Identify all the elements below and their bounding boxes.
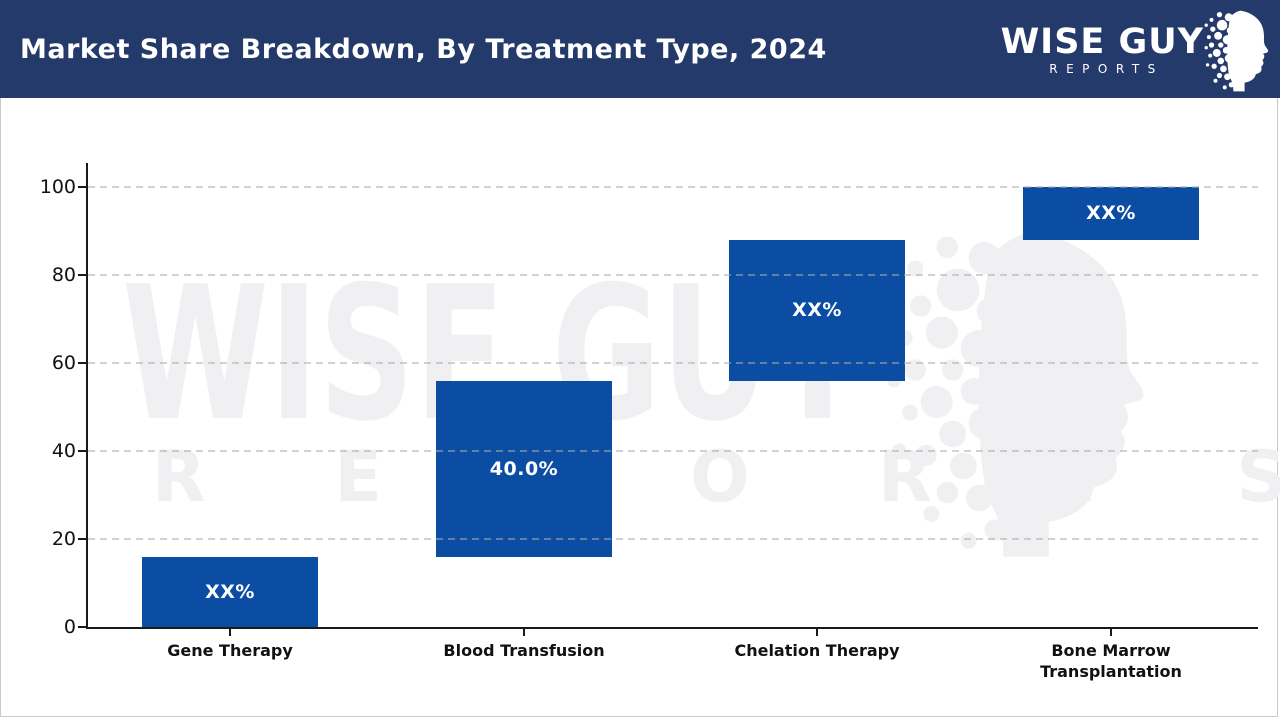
- x-tick-mark: [523, 629, 525, 636]
- bar-value-label: 40.0%: [489, 457, 559, 480]
- gridline-20: [88, 538, 1258, 540]
- logo-wordmark: WISE GUY: [1000, 22, 1204, 62]
- y-tick-label: 80: [51, 264, 76, 286]
- y-tick-label: 20: [51, 528, 76, 550]
- bar-value-label: XX%: [205, 580, 255, 603]
- bar-gene-therapy: XX%: [142, 556, 318, 627]
- gridline-100: [88, 186, 1258, 188]
- y-tick-mark: [78, 450, 86, 452]
- page-title: Market Share Breakdown, By Treatment Typ…: [20, 33, 827, 65]
- bar-chelation-therapy: XX%: [729, 239, 905, 381]
- gridline-80: [88, 274, 1258, 276]
- y-tick-label: 100: [39, 176, 76, 198]
- bar-blood-transfusion: 40.0%: [436, 380, 612, 557]
- logo-subtitle: REPORTS: [1049, 62, 1164, 76]
- header-bar: Market Share Breakdown, By Treatment Typ…: [0, 0, 1280, 98]
- gridline-60: [88, 362, 1258, 364]
- category-label-chelation-therapy: Chelation Therapy: [734, 641, 900, 660]
- category-label-bone-marrow-transplantation: Bone Marrow Transplantation: [1040, 641, 1182, 681]
- y-axis-line: [86, 163, 88, 629]
- y-tick-mark: [78, 186, 86, 188]
- y-tick-label: 60: [51, 352, 76, 374]
- logo-text: WISE GUY REPORTS: [1001, 24, 1204, 76]
- category-label-gene-therapy: Gene Therapy: [167, 641, 293, 660]
- wise-guy-reports-logo: WISE GUY REPORTS: [1001, 6, 1270, 94]
- x-tick-mark: [229, 629, 231, 636]
- y-tick-mark: [78, 538, 86, 540]
- y-tick-mark: [78, 274, 86, 276]
- category-label-blood-transfusion: Blood Transfusion: [443, 641, 605, 660]
- x-tick-mark: [1110, 629, 1112, 636]
- y-tick-label: 40: [51, 440, 76, 462]
- bar-value-label: XX%: [1086, 202, 1136, 225]
- y-tick-mark: [78, 362, 86, 364]
- bar-value-label: XX%: [792, 299, 842, 322]
- y-tick-label: 0: [63, 616, 76, 638]
- x-axis-line: [86, 627, 1258, 629]
- y-tick-mark: [78, 626, 86, 628]
- gridline-40: [88, 450, 1258, 452]
- x-tick-mark: [816, 629, 818, 636]
- bar-bone-marrow-transplantation: XX%: [1023, 187, 1199, 240]
